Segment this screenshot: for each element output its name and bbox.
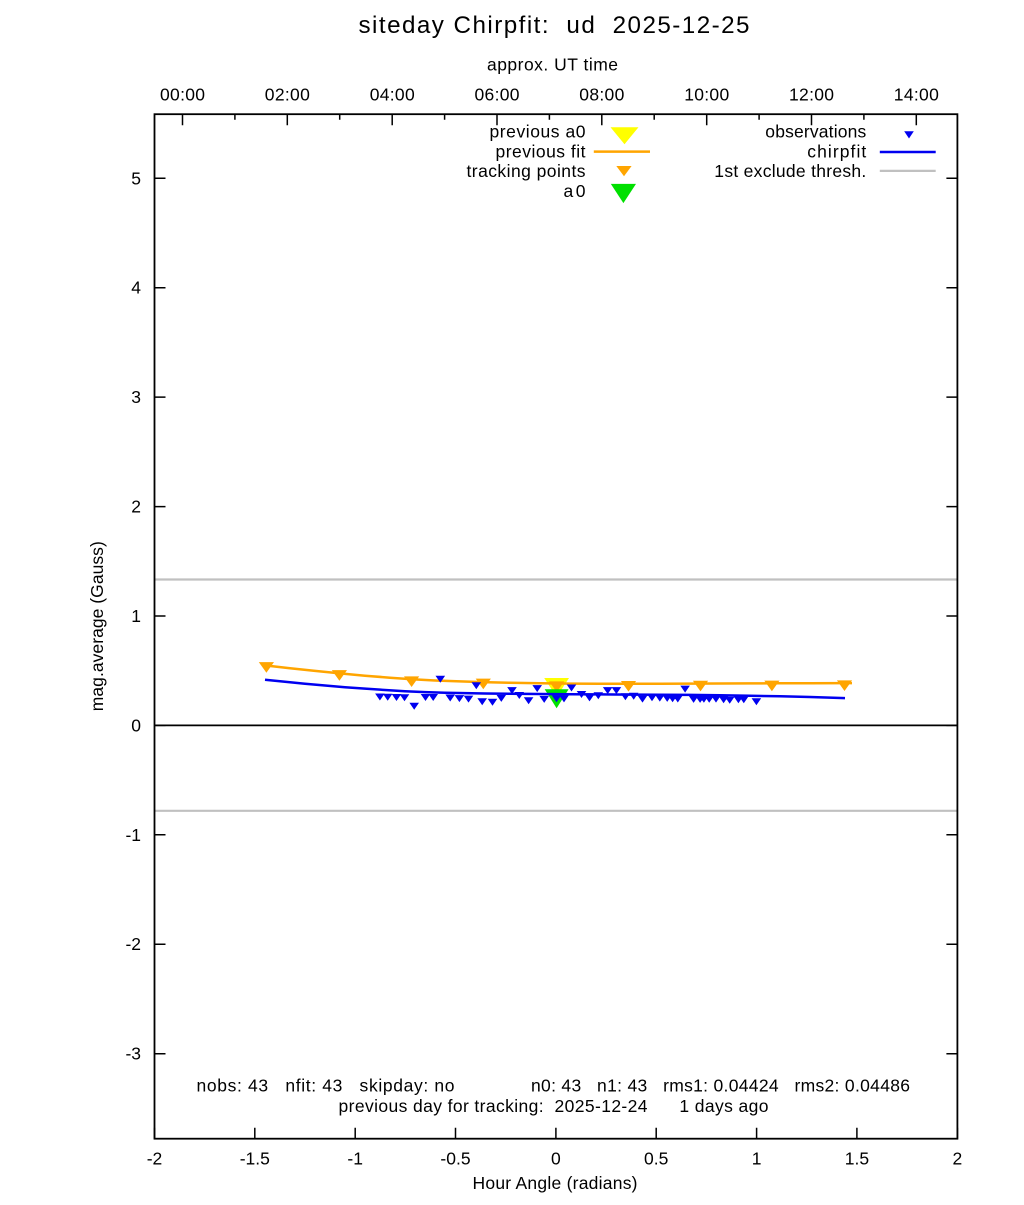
- svg-text:10:00: 10:00: [684, 84, 729, 104]
- svg-text:-0.5: -0.5: [440, 1149, 470, 1169]
- svg-text:0.5: 0.5: [644, 1149, 668, 1169]
- svg-text:1: 1: [131, 606, 141, 626]
- svg-text:previous day for tracking: 20: previous day for tracking: 2025-12-24 1 …: [339, 1096, 769, 1116]
- svg-text:chirpfit: chirpfit: [807, 141, 866, 161]
- svg-text:-3: -3: [125, 1044, 141, 1064]
- svg-text:n0: 43 n1: 43 rms1: 0.0442: n0: 43 n1: 43 rms1: 0.04424 rms2: 0.0448…: [531, 1076, 910, 1096]
- svg-text:5: 5: [131, 168, 141, 188]
- svg-text:tracking points: tracking points: [467, 161, 586, 181]
- svg-text:approx. UT time: approx. UT time: [487, 55, 618, 75]
- svg-text:1.5: 1.5: [845, 1149, 869, 1169]
- svg-text:06:00: 06:00: [475, 84, 520, 104]
- svg-text:-1: -1: [125, 825, 141, 845]
- svg-text:-1: -1: [347, 1149, 363, 1169]
- svg-text:02:00: 02:00: [265, 84, 310, 104]
- svg-text:previous fit: previous fit: [496, 141, 586, 161]
- svg-text:-2: -2: [147, 1149, 163, 1169]
- svg-text:04:00: 04:00: [370, 84, 415, 104]
- svg-text:1: 1: [752, 1149, 762, 1169]
- svg-text:00:00: 00:00: [160, 84, 205, 104]
- svg-text:nobs: 43 nfit: 43 skipday:: nobs: 43 nfit: 43 skipday: no: [197, 1076, 455, 1096]
- svg-text:2: 2: [131, 497, 141, 517]
- svg-text:3: 3: [131, 387, 141, 407]
- svg-text:siteday Chirpfit: ud 2025-12: siteday Chirpfit: ud 2025-12-25: [359, 12, 750, 39]
- svg-text:14:00: 14:00: [894, 84, 939, 104]
- svg-text:0: 0: [551, 1149, 561, 1169]
- svg-text:-1.5: -1.5: [240, 1149, 270, 1169]
- svg-text:12:00: 12:00: [789, 84, 834, 104]
- svg-text:0: 0: [131, 715, 141, 735]
- svg-text:Hour Angle (radians): Hour Angle (radians): [473, 1173, 638, 1193]
- svg-text:observations: observations: [765, 122, 866, 142]
- svg-text:mag.average (Gauss): mag.average (Gauss): [87, 541, 107, 711]
- svg-text:previous a0: previous a0: [490, 122, 586, 142]
- svg-text:1st exclude thresh.: 1st exclude thresh.: [714, 161, 866, 181]
- svg-text:08:00: 08:00: [579, 84, 624, 104]
- svg-text:4: 4: [131, 278, 141, 298]
- svg-text:2: 2: [953, 1149, 963, 1169]
- svg-text:-2: -2: [125, 934, 141, 954]
